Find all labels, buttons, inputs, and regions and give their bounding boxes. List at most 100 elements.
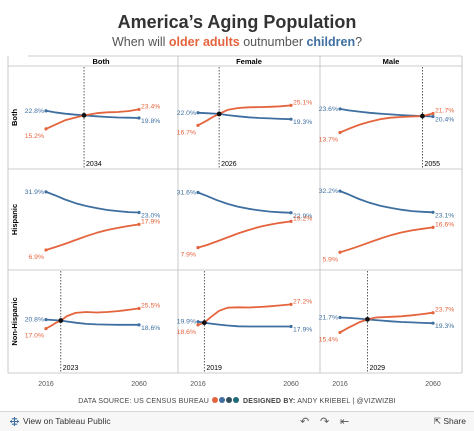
children-end-point-non-hispanic-female [289, 324, 293, 329]
older-end-point-hispanic-male [431, 225, 435, 230]
older-end-point-non-hispanic-both [137, 306, 141, 311]
brand-dot-2 [219, 397, 226, 403]
row-header-both: Both [10, 109, 19, 126]
children-end-label-non-hispanic-female: 17.9% [293, 326, 312, 333]
older-line-non-hispanic-both [45, 307, 140, 330]
children-end-point-both-both [137, 116, 141, 120]
older-end-point-both-both [137, 107, 141, 112]
children-end-label-hispanic-male: 23.1% [435, 212, 454, 219]
older-end-label-non-hispanic-both: 25.5% [141, 302, 160, 309]
older-end-label-hispanic-male: 16.6% [435, 221, 454, 228]
subtitle-older-adults: older adults [168, 35, 240, 49]
children-end-label-hispanic-female: 22.9% [293, 213, 312, 220]
subtitle-post: ? [355, 35, 363, 49]
children-end-label-both-both: 19.8% [141, 118, 160, 125]
chart-title: America’s Aging Population [117, 12, 357, 32]
older-line-non-hispanic-male [339, 311, 434, 334]
crossover-point-non-hispanic-both [58, 318, 64, 323]
children-start-point-hispanic-both [44, 190, 48, 194]
share-icon: ⇱ [433, 416, 444, 426]
crossover-year-non-hispanic-both: 2023 [63, 365, 79, 372]
children-start-label-hispanic-male: 32.2% [319, 188, 338, 195]
subtitle-children: children [306, 35, 356, 49]
crossover-point-both-female [216, 111, 222, 117]
x-tick-male-2060: 2060 [425, 381, 441, 388]
older-start-label-hispanic-both: 6.9% [29, 254, 45, 261]
older-end-point-non-hispanic-male [431, 311, 435, 315]
crossover-year-non-hispanic-male: 2029 [369, 365, 385, 372]
crossover-year-both-female: 2026 [221, 161, 237, 168]
children-end-label-non-hispanic-male: 19.3% [435, 323, 454, 330]
view-on-tableau-label: View on Tableau Public [23, 416, 111, 426]
crossover-year-both-male: 2055 [424, 161, 440, 168]
older-start-label-both-female: 16.7% [177, 129, 196, 136]
subtitle-mid: outnumber [239, 35, 307, 49]
children-start-label-hispanic-female: 31.6% [177, 190, 196, 197]
children-start-label-both-both: 22.8% [25, 108, 44, 115]
column-header-female: Female [236, 57, 262, 66]
crossover-year-both-both: 2034 [86, 161, 102, 168]
data-source-line: DATA SOURCE: US CENSUS BUREAU DESIGNED BY… [0, 397, 474, 405]
older-line-both-female [197, 104, 292, 127]
crossover-point-both-male [420, 113, 425, 119]
brand-dot-3 [226, 397, 233, 403]
children-end-label-non-hispanic-both: 18.6% [141, 325, 160, 332]
x-tick-both-2016: 2016 [38, 381, 54, 388]
children-start-label-non-hispanic-male: 21.7% [319, 314, 338, 321]
children-end-point-hispanic-both [137, 210, 141, 215]
revert-icon[interactable]: ⇤ [340, 416, 350, 428]
older-line-both-both [45, 108, 140, 130]
older-end-label-both-female: 25.1% [293, 99, 312, 106]
children-start-point-both-both [44, 109, 48, 113]
children-start-point-both-male [338, 107, 342, 111]
older-start-point-hispanic-male [338, 250, 342, 254]
children-end-point-hispanic-male [431, 210, 435, 214]
older-start-label-both-both: 15.2% [25, 133, 44, 140]
children-line-both-both [45, 109, 140, 119]
children-end-point-non-hispanic-both [137, 323, 141, 327]
column-header-both: Both [92, 57, 109, 66]
older-start-label-hispanic-female: 7.9% [181, 252, 197, 259]
children-line-hispanic-female [197, 191, 292, 214]
older-start-label-non-hispanic-male: 15.4% [319, 336, 338, 343]
x-tick-male-2016: 2016 [332, 381, 348, 388]
older-start-label-non-hispanic-both: 17.0% [25, 333, 44, 340]
crossover-point-non-hispanic-female [201, 320, 207, 326]
older-start-label-both-male: 13.7% [319, 136, 338, 143]
undo-icon[interactable]: ↶ [300, 416, 310, 428]
row-header-non-hispanic: Non-Hispanic [10, 297, 19, 345]
children-start-label-non-hispanic-female: 19.9% [177, 319, 196, 326]
x-tick-female-2060: 2060 [283, 381, 299, 388]
older-end-point-hispanic-female [289, 219, 293, 223]
children-start-point-non-hispanic-male [338, 315, 342, 320]
older-end-point-non-hispanic-female [289, 302, 293, 306]
view-on-tableau-link[interactable]: View on Tableau Public [10, 416, 111, 427]
older-end-point-both-male [431, 111, 435, 116]
children-end-point-hispanic-female [289, 211, 293, 215]
older-line-hispanic-male [339, 226, 434, 254]
older-line-hispanic-female [197, 220, 292, 249]
children-start-label-both-female: 22.0% [177, 110, 196, 117]
children-end-point-non-hispanic-male [431, 321, 435, 325]
crossover-point-non-hispanic-male [365, 316, 370, 322]
children-end-point-both-male [431, 114, 435, 119]
children-end-label-hispanic-both: 23.0% [141, 213, 160, 220]
older-line-non-hispanic-female [197, 303, 292, 326]
children-start-point-both-female [196, 111, 200, 115]
tableau-grid-icon [10, 417, 19, 427]
older-end-point-hispanic-both [137, 222, 141, 226]
children-line-both-female [197, 111, 292, 121]
children-line-hispanic-male [339, 190, 434, 214]
brand-dots [212, 397, 240, 405]
redo-icon[interactable]: ↷ [320, 416, 330, 428]
tableau-footer: View on Tableau Public ↶ ↷ ⇤ ⇱ Share [0, 411, 474, 431]
older-start-point-both-both [44, 127, 48, 131]
x-tick-female-2016: 2016 [190, 381, 206, 388]
older-start-label-non-hispanic-female: 18.6% [177, 329, 196, 336]
share-button[interactable]: ⇱ Share [434, 416, 466, 427]
brand-dot-4 [233, 397, 240, 403]
older-end-label-hispanic-female: 19.2% [293, 215, 312, 222]
older-start-label-hispanic-male: 5.9% [323, 256, 339, 263]
chart-subtitle: When will older adults outnumber childre… [0, 35, 474, 49]
